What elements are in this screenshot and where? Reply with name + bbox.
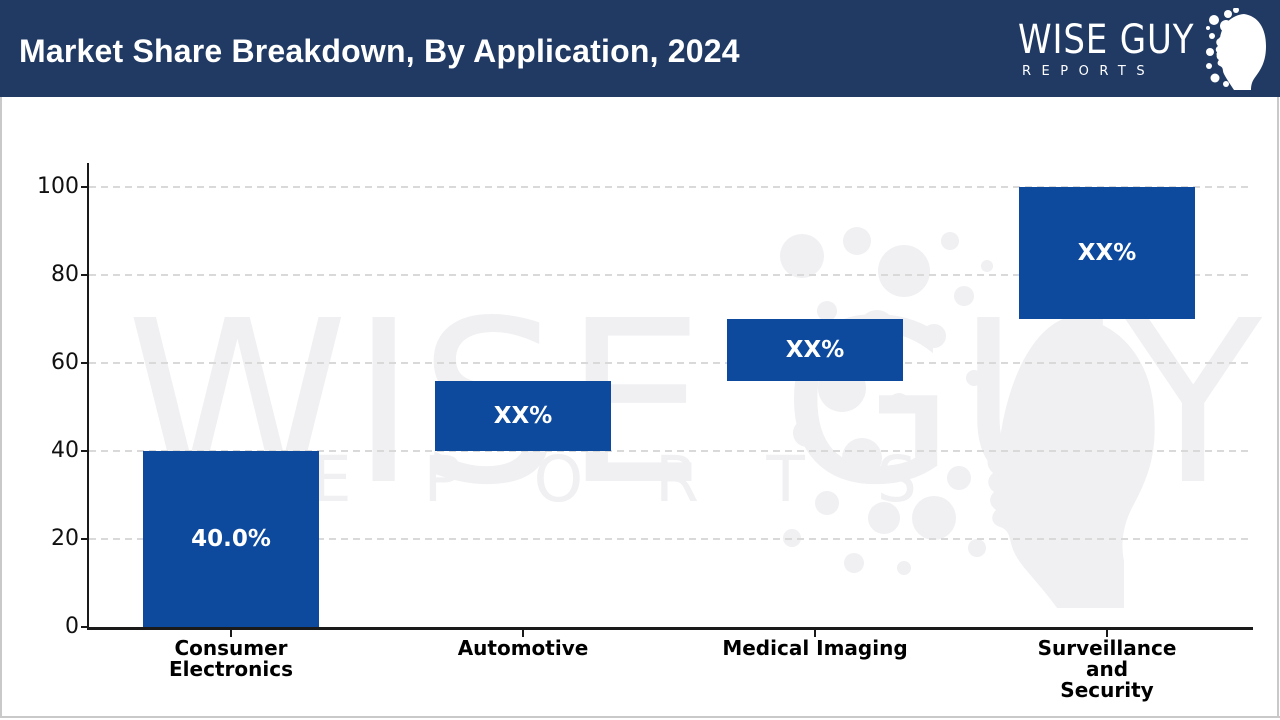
x-category-label: Medical Imaging (722, 636, 908, 660)
logo-face-icon (1206, 8, 1266, 90)
y-axis-spine (87, 163, 89, 629)
x-category-label: Automotive (457, 636, 589, 660)
page-title: Market Share Breakdown, By Application, … (19, 33, 740, 69)
y-axis-tick (81, 362, 89, 364)
gridline (89, 538, 1253, 540)
y-axis-tick-label: 40 (51, 438, 79, 463)
y-axis-tick (81, 626, 89, 628)
bar-value-label: XX% (785, 336, 845, 363)
watermark-face-icon (780, 227, 1155, 608)
logo-text: WISE GUY REPORTS (1018, 20, 1203, 79)
y-axis-tick-label: 80 (51, 262, 79, 287)
bar (435, 380, 611, 451)
bar (1019, 187, 1195, 319)
gridline (89, 362, 1253, 364)
x-axis-tick (814, 629, 816, 637)
gridline (89, 186, 1253, 188)
x-category-label: Consumer Electronics (169, 636, 293, 681)
y-axis-tick (81, 450, 89, 452)
x-axis-spine (87, 627, 1253, 630)
bar (727, 319, 903, 381)
bar (143, 451, 319, 627)
y-axis-tick-label: 100 (37, 174, 79, 199)
plot-area: WISE GUY REPORTS 0 20 40 60 80 100 40.0% Consum… (0, 97, 1280, 720)
bar-value-label: 40.0% (191, 526, 271, 552)
gridline (89, 274, 1253, 276)
logo-wordmark: WISE GUY (1018, 17, 1195, 63)
bar-value-label: XX% (1077, 240, 1137, 266)
y-axis-tick-label: 60 (51, 350, 79, 375)
y-axis-tick-label: 0 (65, 614, 79, 639)
y-axis-tick (81, 538, 89, 540)
bottom-border (0, 716, 1280, 718)
wise-guy-reports-logo: WISE GUY REPORTS (1018, 6, 1268, 92)
y-axis-tick (81, 274, 89, 276)
right-border (1277, 97, 1279, 716)
left-border (0, 97, 2, 716)
x-axis-tick (522, 629, 524, 637)
logo-subtitle: REPORTS (1022, 64, 1156, 79)
y-axis-tick (81, 186, 89, 188)
x-axis-tick (230, 629, 232, 637)
x-axis-tick (1106, 629, 1108, 637)
header: Market Share Breakdown, By Application, … (0, 0, 1280, 97)
y-axis-tick-label: 20 (51, 526, 79, 551)
x-category-label: Surveillance and Security (1037, 636, 1177, 702)
bar-value-label: XX% (493, 402, 553, 429)
gridline (89, 450, 1253, 452)
